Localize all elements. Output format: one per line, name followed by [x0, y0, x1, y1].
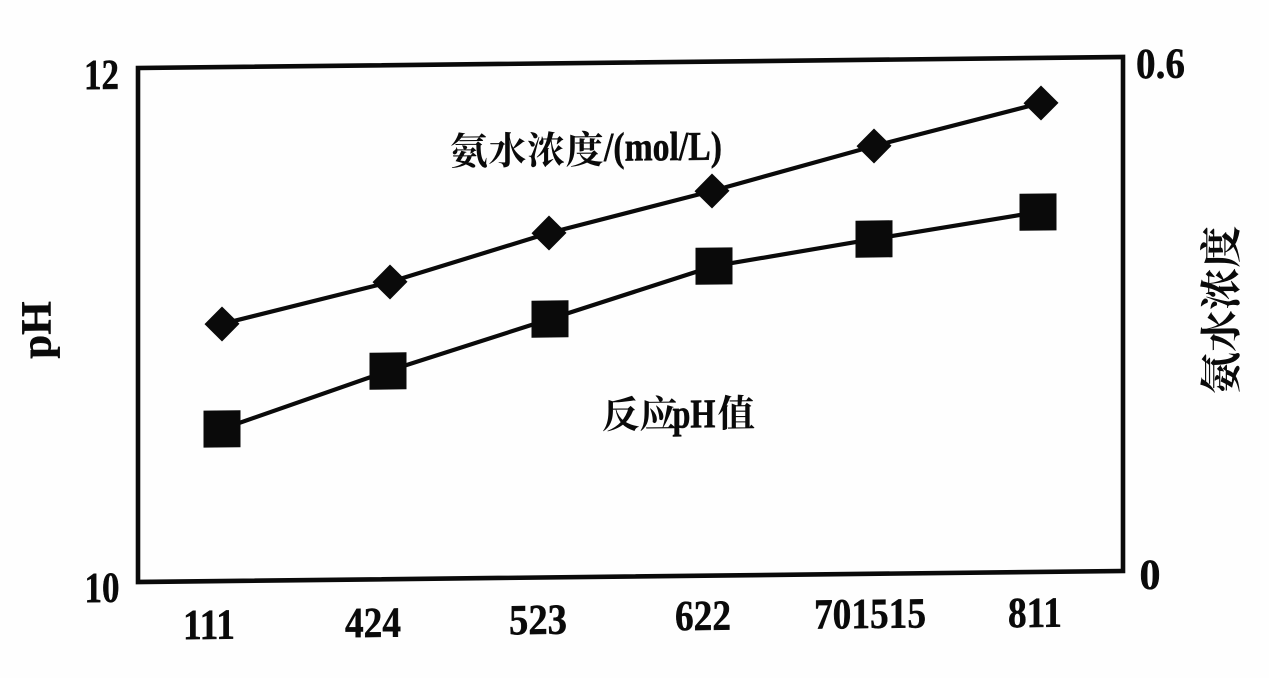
svg-text:701515: 701515 — [814, 590, 926, 638]
svg-text:0: 0 — [1140, 552, 1161, 599]
svg-text:523: 523 — [509, 597, 567, 645]
svg-text:12: 12 — [84, 52, 119, 99]
svg-text:811: 811 — [1008, 590, 1062, 638]
svg-text:111: 111 — [183, 602, 235, 650]
svg-text:10: 10 — [85, 565, 120, 612]
svg-text:622: 622 — [675, 593, 731, 641]
svg-text:/(mol/L): /(mol/L) — [603, 123, 722, 170]
svg-text:424: 424 — [345, 600, 401, 648]
svg-text:pH: pH — [14, 301, 61, 359]
svg-text:pH: pH — [673, 390, 716, 436]
svg-text:0.6: 0.6 — [1136, 41, 1185, 89]
